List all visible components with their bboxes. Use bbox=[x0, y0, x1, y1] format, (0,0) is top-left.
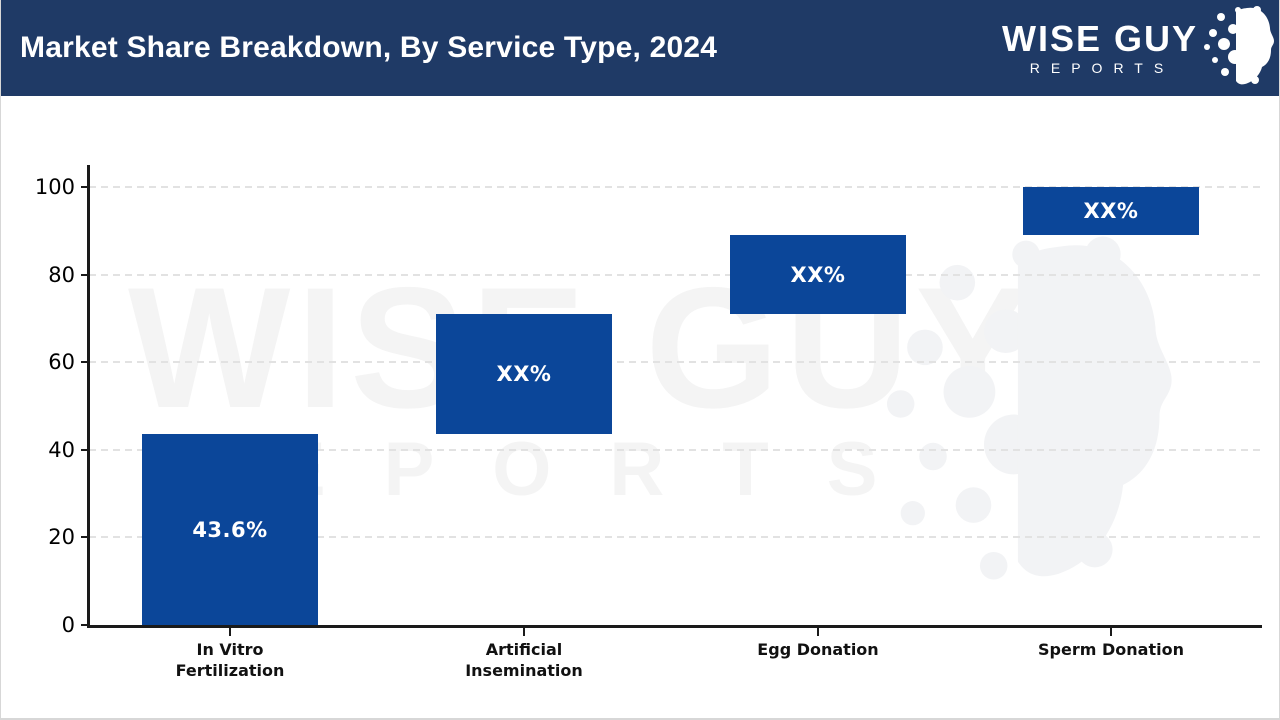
logo-subtitle: REPORTS bbox=[1029, 59, 1175, 76]
y-axis-tick bbox=[81, 624, 89, 626]
y-axis-tick-label: 100 bbox=[34, 175, 75, 199]
watermark-face-icon bbox=[872, 222, 1172, 594]
header: Market Share Breakdown, By Service Type,… bbox=[0, 0, 1280, 96]
x-category-label: In Vitro Fertilization bbox=[175, 640, 285, 680]
bar-egg-donation: XX% bbox=[730, 235, 906, 314]
y-axis-tick-label: 0 bbox=[61, 613, 75, 637]
gridline bbox=[89, 186, 1262, 188]
bar-value-label: XX% bbox=[790, 262, 846, 287]
logo-text: WISE GUY REPORTS bbox=[1001, 17, 1198, 76]
gridline bbox=[89, 361, 1262, 364]
bar-in-vitro-fertilization: 43.6% bbox=[142, 434, 318, 625]
gridline bbox=[89, 448, 1262, 451]
x-axis-line bbox=[87, 625, 1262, 628]
y-axis-tick bbox=[81, 361, 89, 364]
bar-value-label: XX% bbox=[1083, 199, 1139, 224]
y-axis-tick-label: 40 bbox=[48, 437, 75, 462]
logo-wordmark: WISE GUY bbox=[1001, 17, 1198, 59]
y-axis-tick-label: 20 bbox=[48, 525, 75, 550]
wise-guy-logo: WISE GUY REPORTS bbox=[1002, 2, 1280, 94]
x-axis-tick bbox=[523, 628, 525, 636]
y-axis-tick bbox=[81, 186, 89, 188]
y-axis-tick bbox=[81, 273, 89, 276]
x-category-label: Artificial Insemination bbox=[465, 640, 583, 680]
x-axis-tick bbox=[1110, 628, 1112, 636]
bar-artificial-insemination: XX% bbox=[436, 314, 612, 435]
logo-face-icon bbox=[1200, 2, 1274, 94]
y-axis-tick bbox=[81, 448, 89, 451]
y-axis-line bbox=[87, 165, 90, 628]
bar-value-label: 43.6% bbox=[192, 517, 268, 542]
x-axis-tick bbox=[817, 628, 819, 636]
gridline bbox=[89, 273, 1262, 276]
y-axis-tick-label: 80 bbox=[48, 262, 75, 287]
bar-value-label: XX% bbox=[496, 362, 552, 387]
y-axis-tick-label: 60 bbox=[48, 350, 75, 375]
gridline bbox=[89, 536, 1262, 539]
x-category-label: Sperm Donation bbox=[1038, 640, 1184, 659]
chart-title: Market Share Breakdown, By Service Type,… bbox=[20, 31, 718, 64]
x-category-label: Egg Donation bbox=[757, 640, 879, 659]
x-axis-tick bbox=[229, 628, 231, 636]
y-axis-tick bbox=[81, 536, 89, 539]
bar-sperm-donation: XX% bbox=[1023, 187, 1199, 236]
